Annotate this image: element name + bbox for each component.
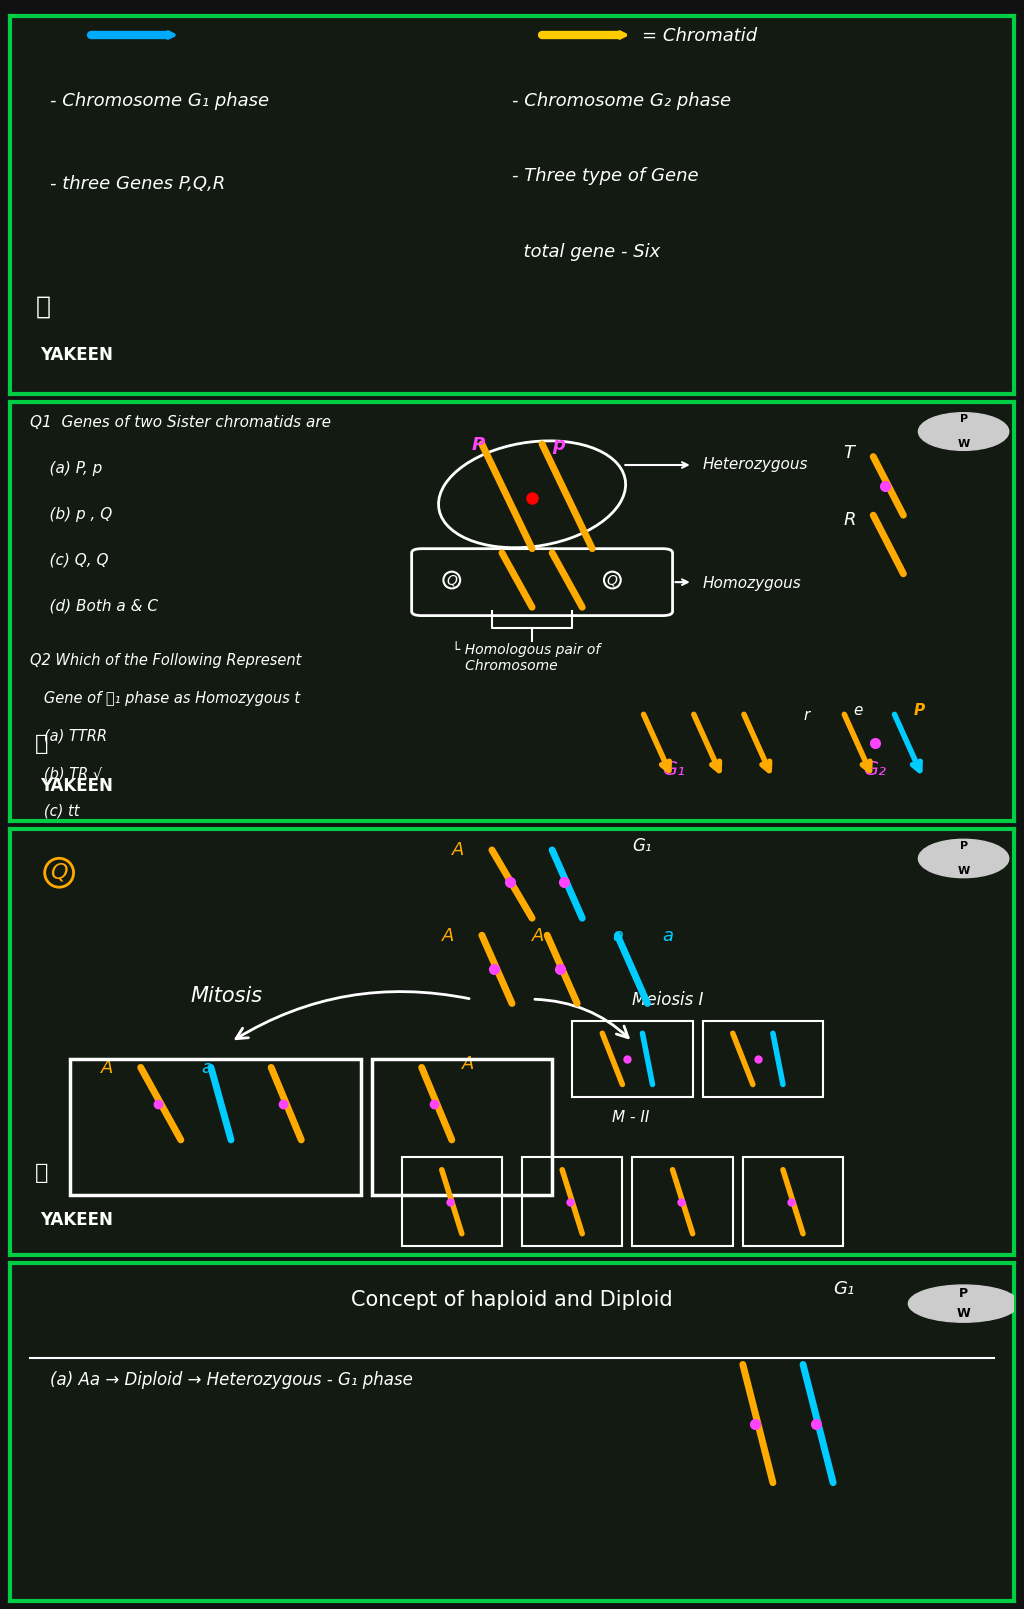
Text: YAKEEN: YAKEEN xyxy=(40,346,114,364)
Text: T: T xyxy=(843,444,854,462)
Text: P: P xyxy=(959,414,968,425)
Text: (c) tt: (c) tt xyxy=(31,804,80,819)
Text: P: P xyxy=(913,703,925,719)
Text: e: e xyxy=(853,703,862,719)
Text: G₁: G₁ xyxy=(834,1281,854,1298)
Text: - Chromosome G₁ phase: - Chromosome G₁ phase xyxy=(50,92,269,109)
Text: a: a xyxy=(663,927,674,944)
Text: (d) Both a & C: (d) Both a & C xyxy=(31,599,159,615)
Text: Heterozygous: Heterozygous xyxy=(702,457,808,471)
Circle shape xyxy=(919,412,1009,451)
Text: (d) AABB: (d) AABB xyxy=(31,842,110,856)
Circle shape xyxy=(919,840,1009,877)
Text: (b) p , Q: (b) p , Q xyxy=(31,507,113,521)
Text: a: a xyxy=(612,927,624,944)
Text: G₁: G₁ xyxy=(633,837,652,854)
Text: Q2 Which of the Following Represent: Q2 Which of the Following Represent xyxy=(31,653,302,668)
Text: A: A xyxy=(462,1054,474,1073)
Text: A: A xyxy=(452,842,464,859)
Text: M - II: M - II xyxy=(612,1110,649,1125)
Text: = Chromatid: = Chromatid xyxy=(642,27,758,45)
Text: Q: Q xyxy=(50,862,68,883)
Text: ✊: ✊ xyxy=(35,734,49,753)
Text: a: a xyxy=(201,1059,212,1076)
Text: Concept of haploid and Diploid: Concept of haploid and Diploid xyxy=(351,1290,673,1310)
Text: - three Genes P,Q,R: - three Genes P,Q,R xyxy=(50,175,225,193)
Text: r: r xyxy=(803,708,809,722)
Text: p: p xyxy=(552,436,565,454)
Text: Mitosis: Mitosis xyxy=(190,986,263,1006)
Text: (a) P, p: (a) P, p xyxy=(31,460,102,476)
Text: Gene of ⓖ₁ phase as Homozygous t: Gene of ⓖ₁ phase as Homozygous t xyxy=(31,690,300,706)
Text: W: W xyxy=(957,866,970,877)
Text: - Chromosome G₂ phase: - Chromosome G₂ phase xyxy=(512,92,731,109)
Text: A: A xyxy=(532,927,545,944)
Text: P: P xyxy=(959,840,968,851)
Text: Homozygous: Homozygous xyxy=(702,576,802,591)
Text: W: W xyxy=(957,439,970,449)
Text: R: R xyxy=(843,512,856,529)
Text: (a) Aa → Diploid → Heterozygous - G₁ phase: (a) Aa → Diploid → Heterozygous - G₁ pha… xyxy=(50,1371,414,1389)
Text: (b) TR √: (b) TR √ xyxy=(31,766,102,782)
Text: W: W xyxy=(956,1307,971,1321)
Text: ✊: ✊ xyxy=(35,294,50,319)
Text: Q1  Genes of two Sister chromatids are: Q1 Genes of two Sister chromatids are xyxy=(31,415,332,430)
Text: A: A xyxy=(100,1059,113,1076)
Text: G₂: G₂ xyxy=(863,759,886,779)
Text: - Three type of Gene: - Three type of Gene xyxy=(512,167,698,185)
Text: (c) Q, Q: (c) Q, Q xyxy=(31,553,109,568)
Text: G₁: G₁ xyxy=(663,759,685,779)
Text: P: P xyxy=(472,436,485,454)
Text: A: A xyxy=(441,927,454,944)
Text: YAKEEN: YAKEEN xyxy=(40,1212,114,1229)
Text: └ Homologous pair of
   Chromosome: └ Homologous pair of Chromosome xyxy=(452,640,600,673)
Text: (a) TTRR: (a) TTRR xyxy=(31,729,108,743)
Text: P: P xyxy=(959,1287,968,1300)
Text: total gene - Six: total gene - Six xyxy=(512,243,660,261)
Circle shape xyxy=(908,1286,1019,1323)
Text: Q: Q xyxy=(607,573,617,587)
Text: ✊: ✊ xyxy=(35,1163,49,1183)
Text: Meiosis I: Meiosis I xyxy=(633,991,703,1009)
Text: YAKEEN: YAKEEN xyxy=(40,777,114,795)
Text: Q: Q xyxy=(446,573,458,587)
